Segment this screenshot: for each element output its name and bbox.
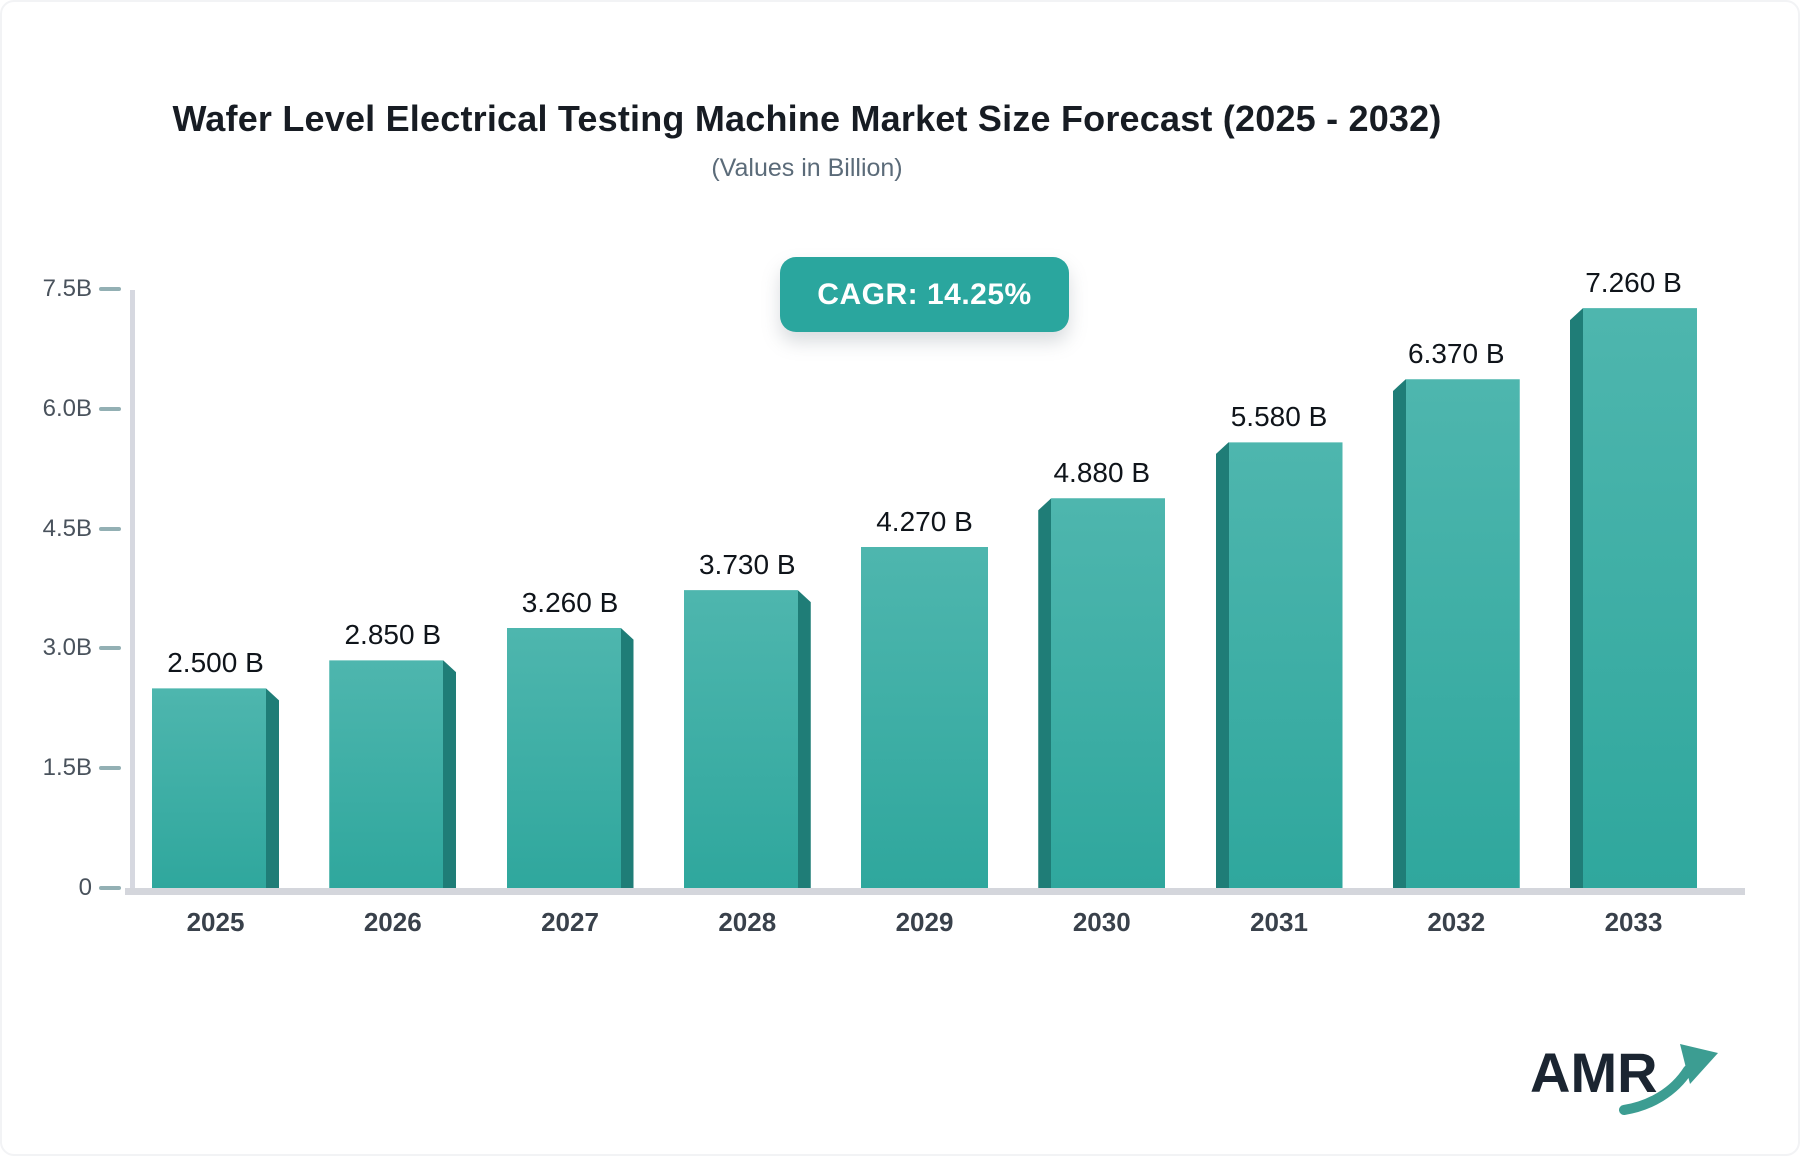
chart-header: Wafer Level Electrical Testing Machine M…: [2, 98, 1612, 183]
bar-value-label: 3.730 B: [698, 549, 796, 581]
x-axis-label: 2033: [1604, 907, 1663, 937]
bar-value-label: 4.880 B: [1053, 457, 1151, 489]
bar-side-shade: [1038, 498, 1052, 888]
y-tick-label: 6.0B: [42, 394, 92, 422]
bar-side-shade: [1215, 442, 1229, 888]
chart-title: Wafer Level Electrical Testing Machine M…: [172, 98, 1442, 139]
bar-side-shade: [443, 660, 457, 888]
y-tick-dash: [99, 287, 121, 291]
bar-face: [683, 590, 798, 888]
trend-arrow-icon: [1619, 1044, 1718, 1115]
bar-2029: [861, 546, 988, 888]
bar-value-label: 5.580 B: [1230, 401, 1328, 433]
brand-logo-text: AMR: [1530, 1041, 1658, 1104]
x-axis-baseline: [125, 888, 1745, 895]
y-axis-line: [130, 290, 135, 895]
x-axis-label: 2025: [186, 907, 245, 937]
bar-side-shade: [797, 590, 811, 888]
bar-face: [506, 627, 621, 888]
x-axis-label: 2027: [541, 907, 599, 937]
bar-face: [1583, 308, 1697, 888]
x-axis-label: 2032: [1427, 907, 1486, 937]
bar-2033: [1570, 308, 1697, 888]
x-axis-label: 2031: [1250, 907, 1308, 937]
bar-2032: [1392, 379, 1520, 888]
bar-value-label: 3.260 B: [521, 586, 619, 618]
x-axis-label: 2030: [1072, 907, 1131, 937]
bar-value-label: 4.270 B: [876, 505, 973, 537]
y-tick-dash: [99, 886, 121, 890]
bar-side-shade: [1570, 308, 1583, 888]
y-tick-label: 0: [78, 874, 92, 901]
y-tick-label: 1.5B: [42, 754, 92, 782]
bar-face: [1051, 498, 1166, 888]
y-tick-label: 3.0B: [42, 634, 92, 662]
bar-value-label: 6.370 B: [1407, 338, 1505, 370]
y-tick-label: 7.5B: [42, 275, 92, 302]
x-axis-label: 2029: [895, 907, 954, 937]
bar-value-label: 2.850 B: [344, 619, 442, 651]
y-tick-dash: [99, 646, 121, 651]
x-axis-label: 2026: [363, 907, 422, 937]
bar-face: [152, 688, 266, 888]
bar-face: [1405, 379, 1520, 888]
bar-2030: [1038, 498, 1166, 888]
bar-2025: [152, 688, 279, 888]
y-tick-dash: [99, 406, 121, 411]
brand-logo: AMR: [1530, 1040, 1760, 1125]
bar-2031: [1215, 442, 1343, 888]
y-tick-dash: [99, 766, 121, 771]
chart-subtitle: (Values in Billion): [711, 154, 903, 182]
bar-face: [329, 660, 444, 888]
bar-face: [1228, 442, 1343, 888]
y-tick-label: 4.5B: [42, 514, 92, 542]
bar-2026: [329, 660, 457, 888]
bar-2028: [683, 590, 811, 888]
cagr-badge: CAGR: 14.25%: [780, 257, 1069, 332]
x-axis-label: 2028: [718, 907, 777, 937]
bar-face: [861, 546, 988, 888]
bar-value-label: 7.260 B: [1585, 267, 1682, 299]
bar-value-label: 2.500 B: [167, 647, 264, 679]
bar-2027: [506, 627, 634, 888]
y-tick-dash: [99, 526, 121, 531]
bar-side-shade: [1392, 379, 1406, 888]
bar-side-shade: [266, 688, 279, 888]
bar-side-shade: [620, 627, 634, 888]
